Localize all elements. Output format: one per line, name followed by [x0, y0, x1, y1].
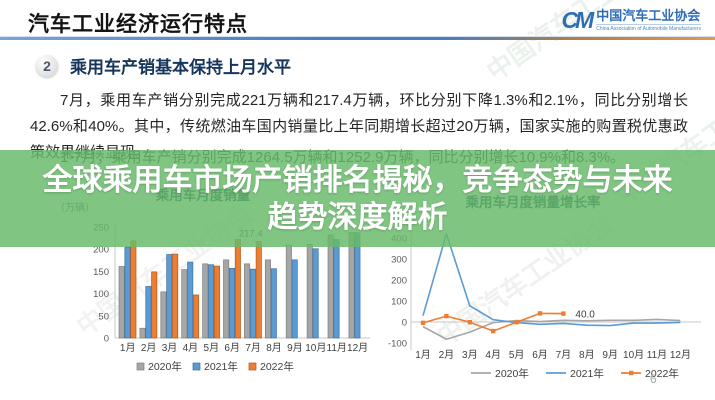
x-tick-label: 9月: [602, 349, 618, 361]
y-tick-label: 300: [391, 255, 407, 266]
legend-label: 2022年: [260, 360, 294, 373]
caam-logo-mark-icon: CM: [561, 7, 594, 33]
x-tick-label: 8月: [266, 342, 282, 354]
bar-2021年-6月: [229, 267, 236, 339]
y-tick-label: 100: [93, 289, 109, 300]
page-number: 6: [650, 372, 657, 386]
x-tick-label: 12月: [670, 349, 691, 361]
bar-2021年-11月: [333, 239, 340, 339]
bar-2021年-3月: [166, 254, 173, 339]
bar-2020年-7月: [244, 263, 251, 339]
line-data-label: 40.0: [575, 310, 595, 321]
section-title: 乘用车产销基本保持上月水平: [70, 58, 291, 77]
bar-2020年-6月: [223, 259, 230, 339]
legend-label: 2021年: [204, 360, 238, 373]
y-tick-label: 150: [93, 267, 109, 278]
bar-2022年-7月: [255, 241, 262, 339]
bar-2020年-9月: [285, 244, 292, 339]
x-tick-label: 12月: [347, 342, 368, 354]
bar-2020年-12月: [348, 231, 355, 339]
bar-2021年-12月: [354, 232, 361, 339]
x-tick-label: 7月: [556, 349, 572, 361]
x-tick-label: 10月: [305, 342, 326, 354]
header-divider: [0, 36, 715, 40]
y-tick-label: 100: [391, 297, 407, 308]
page-title: 汽车工业经济运行特点: [28, 13, 248, 36]
bar-2022年-6月: [234, 239, 241, 339]
legend-label: 2022年: [645, 367, 679, 380]
marker-2022年: [514, 320, 519, 325]
bar-2022年-1月: [130, 240, 137, 339]
bar-2020年-10月: [306, 243, 313, 339]
x-tick-label: 9月: [287, 342, 303, 354]
section-heading: 2 乘用车产销基本保持上月水平: [36, 53, 291, 78]
x-tick-label: 2月: [439, 349, 455, 361]
legend-swatch-2021年: [192, 362, 201, 371]
x-tick-label: 4月: [485, 349, 501, 361]
line-2021年: [422, 232, 681, 327]
legend-label: 2020年: [495, 367, 529, 380]
x-tick-label: 3月: [462, 349, 478, 361]
x-tick-label: 7月: [245, 342, 261, 354]
x-tick-label: 5月: [204, 342, 220, 354]
legend-swatch-2020年: [136, 362, 145, 371]
bar-2021年-8月: [270, 268, 277, 339]
bar-2020年-1月: [118, 266, 125, 339]
marker-2022年: [467, 320, 472, 325]
x-tick-label: 11月: [327, 342, 347, 354]
bar-2020年-11月: [327, 234, 334, 339]
x-tick-label: 3月: [162, 342, 178, 354]
marker-2022年: [561, 311, 566, 316]
seo-overlay-banner: 全球乘用车市场产销排名揭秘，竞争态势与未来 趋势深度解析: [0, 150, 715, 247]
x-tick-label: 2月: [141, 342, 157, 354]
bar-2022年-5月: [213, 265, 220, 339]
marker-2022年: [420, 320, 426, 326]
line-2020年: [422, 318, 681, 341]
bar-2022年-2月: [151, 271, 158, 339]
x-tick-label: 8月: [579, 349, 595, 361]
y-tick-label: 200: [93, 245, 109, 256]
bar-2020年-3月: [160, 291, 167, 339]
bar-2020年-4月: [181, 269, 188, 339]
overlay-text-line1: 全球乘用车市场产销排名揭秘，竞争态势与未来: [42, 163, 673, 197]
bar-2022年-4月: [193, 294, 200, 339]
marker-2022年: [491, 328, 496, 334]
section-number-badge: 2: [36, 54, 58, 77]
y-tick-label: 200: [391, 276, 407, 287]
bar-2021年-5月: [208, 264, 215, 339]
x-tick-label: 10月: [623, 349, 644, 361]
x-tick-label: 6月: [224, 342, 240, 354]
y-tick-label: -100: [388, 339, 407, 350]
caam-logo-cn: 中国汽车工业协会: [596, 8, 701, 24]
marker-2022年: [537, 311, 543, 316]
bar-2021年-2月: [145, 286, 152, 339]
bar-2021年-1月: [124, 246, 131, 339]
caam-logo: CM 中国汽车工业协会 China Association of Automob…: [561, 9, 701, 32]
x-tick-label: 4月: [183, 342, 199, 354]
marker-2022年: [444, 313, 449, 319]
x-tick-label: 11月: [647, 349, 667, 361]
bar-2021年-4月: [187, 261, 194, 339]
bar-2021年-10月: [312, 248, 319, 339]
bar-2020年-5月: [202, 263, 209, 339]
x-tick-label: 6月: [532, 349, 548, 361]
x-tick-label: 1月: [120, 342, 136, 354]
bar-2020年-8月: [264, 259, 271, 339]
bar-2021年-7月: [249, 268, 256, 339]
overlay-text-line2: 趋势深度解析: [267, 200, 448, 234]
bar-2021年-9月: [291, 259, 298, 339]
x-tick-label: 1月: [415, 349, 431, 361]
bar-2020年-2月: [139, 327, 146, 339]
y-tick-label: 50: [98, 311, 109, 322]
legend-label: 2021年: [570, 367, 604, 380]
legend-label: 2020年: [148, 360, 182, 373]
caam-logo-en: China Association of Automobile Manufact…: [596, 23, 701, 32]
x-tick-label: 5月: [509, 349, 525, 361]
y-tick-label: 0: [104, 334, 109, 345]
bar-2022年-3月: [172, 253, 179, 339]
y-tick-label: 0: [402, 318, 407, 329]
legend-swatch-2022年: [248, 362, 257, 371]
legend-marker-2022年: [629, 370, 634, 376]
